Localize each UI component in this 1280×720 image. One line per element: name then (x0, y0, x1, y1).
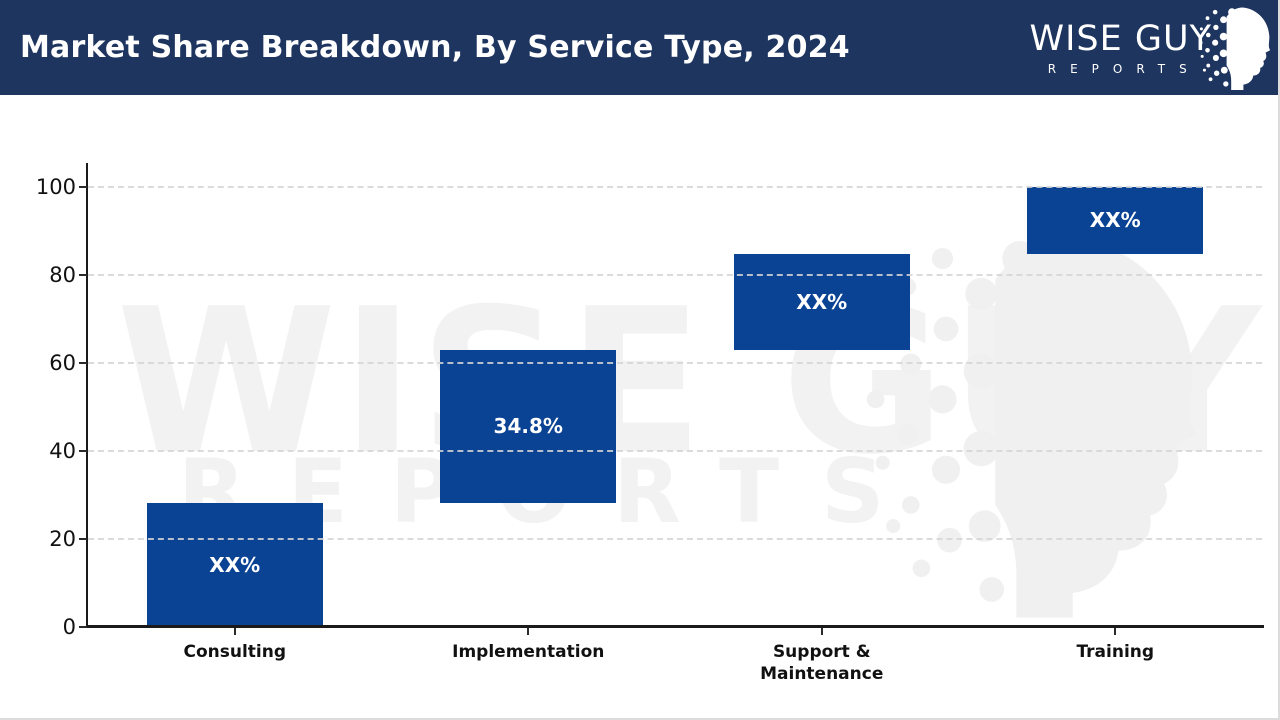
gridline-y-60 (88, 362, 1262, 364)
logo-name: WISE GUY (1029, 18, 1212, 59)
bar-value-label: XX% (1089, 208, 1141, 233)
gridline-y-100 (88, 186, 1262, 188)
y-axis-tick-mark (79, 538, 87, 540)
y-axis-tick-label: 100 (35, 175, 76, 199)
y-axis-tick-mark (79, 274, 87, 276)
y-axis-tick-label: 80 (49, 263, 76, 287)
y-axis-tick-mark (79, 450, 87, 452)
y-axis-tick-label: 60 (49, 351, 76, 375)
x-axis-category-label: Consulting (183, 642, 287, 662)
x-axis-category-label: Implementation (452, 642, 605, 662)
wiseguy-logo-text: WISE GUY REPORTS (1029, 18, 1212, 76)
y-axis-tick-label: 0 (62, 615, 76, 639)
gridline-y-40 (88, 450, 1262, 452)
x-axis-tick-mark (527, 628, 530, 635)
x-axis-tick-mark (1114, 628, 1117, 635)
bar-training: XX% (1027, 187, 1204, 254)
bar-support-maintenance: XX% (733, 253, 910, 350)
watermark-head-dots-icon (858, 230, 1210, 618)
bar-implementation: 34.8% (440, 349, 617, 503)
wiseguy-logo: WISE GUY REPORTS (1029, 0, 1280, 95)
x-axis-tick-mark (233, 628, 236, 635)
header-bar: Market Share Breakdown, By Service Type,… (0, 0, 1280, 95)
x-axis-spine (86, 625, 1264, 628)
y-axis-tick-mark (79, 362, 87, 364)
bar-value-label: XX% (209, 552, 261, 577)
wiseguy-head-icon (1192, 6, 1278, 90)
gridline-y-20 (88, 538, 1262, 540)
gridline-y-80 (88, 274, 1262, 276)
x-axis-category-label: Support & Maintenance (760, 642, 884, 684)
page-title: Market Share Breakdown, By Service Type,… (20, 30, 850, 65)
y-axis-tick-label: 40 (49, 439, 76, 463)
bar-value-label: 34.8% (493, 414, 563, 439)
y-axis-tick-mark (79, 626, 87, 628)
bar-value-label: XX% (796, 289, 848, 314)
logo-tagline: REPORTS (1047, 61, 1201, 76)
x-axis-category-label: Training (1076, 642, 1155, 662)
bar-consulting: XX% (146, 502, 323, 627)
x-axis-tick-mark (820, 628, 823, 635)
y-axis-tick-mark (79, 186, 87, 188)
y-axis-spine (86, 163, 88, 627)
y-axis-tick-label: 20 (49, 527, 76, 551)
